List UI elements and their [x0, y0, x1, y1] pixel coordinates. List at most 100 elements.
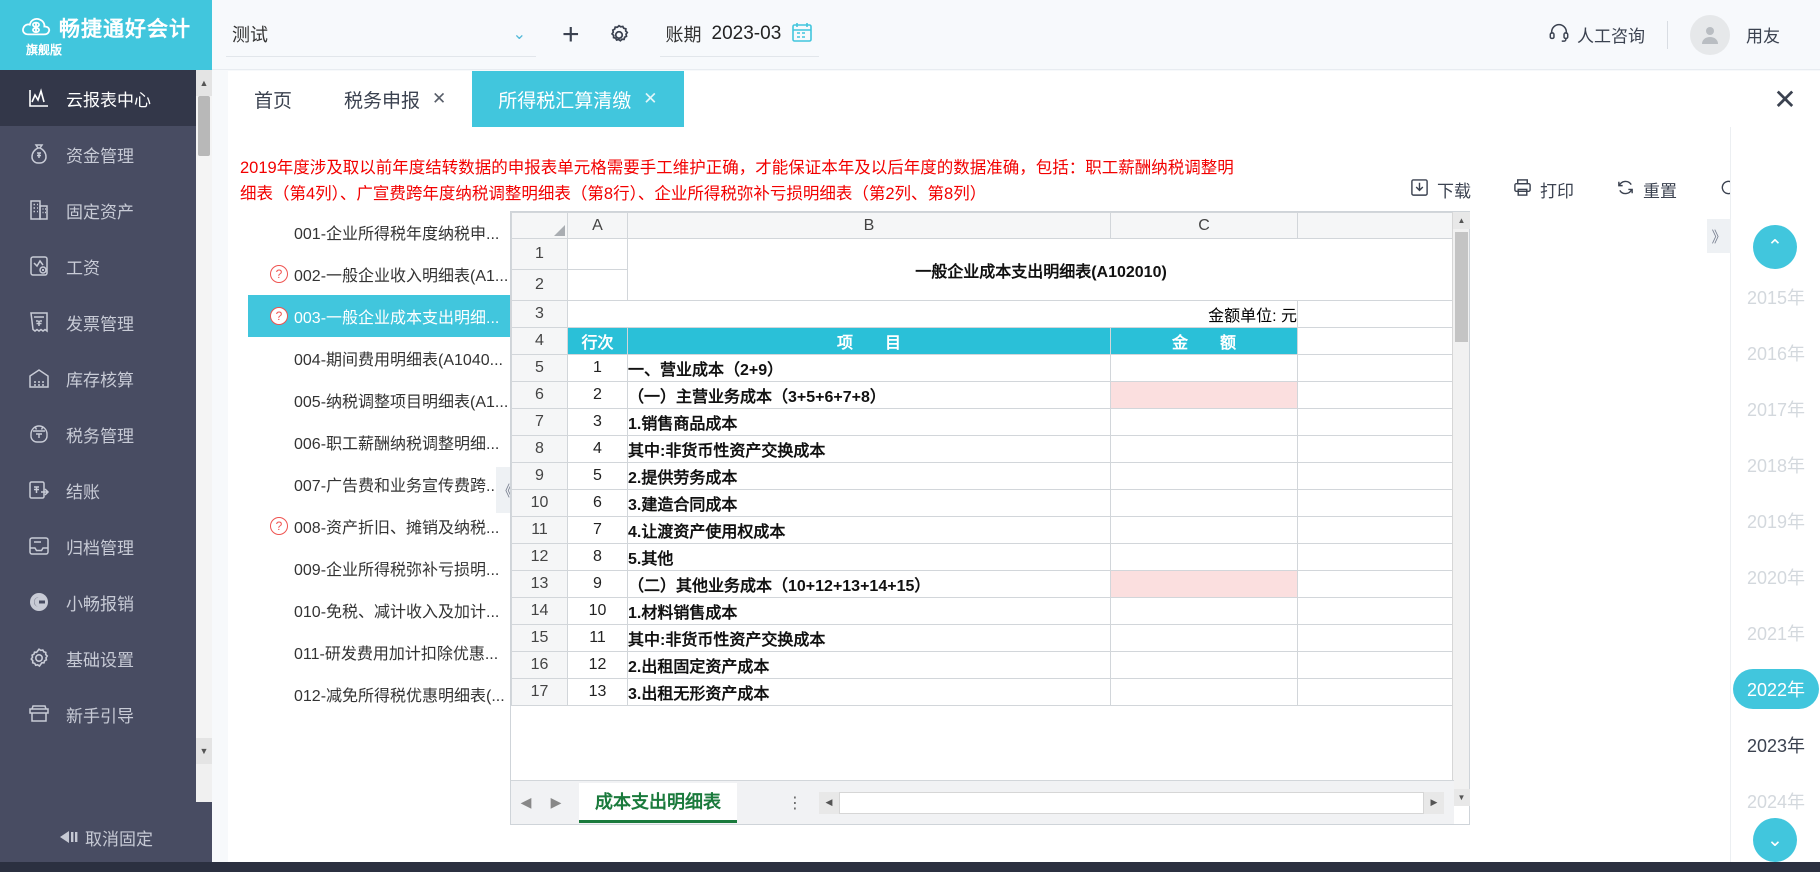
cell-row-no[interactable]: 10 — [567, 597, 628, 625]
brand-logo[interactable]: 畅捷通好会计 旗舰版 — [0, 0, 212, 70]
sidebar-item-4[interactable]: 工资 — [0, 238, 212, 294]
sidebar-item-5[interactable]: 发票管理 — [0, 294, 212, 350]
table-row[interactable]: 14 10 1.材料销售成本 — [511, 597, 1454, 625]
row-header[interactable]: 5 — [511, 354, 568, 382]
sheet-title-cell[interactable]: 一般企业成本支出明细表(A102010) — [627, 238, 1454, 301]
sidebar-item-6[interactable]: 库存核算 — [0, 350, 212, 406]
year-item-2020年[interactable]: 2020年 — [1731, 557, 1820, 597]
cell-amount[interactable] — [1110, 462, 1298, 490]
spreadsheet-grid[interactable]: A B C 1 一般企业成本支出明细表(A102010) 2 3 金额单位: 元 4 行次项… — [511, 212, 1454, 806]
row-header[interactable]: 17 — [511, 678, 568, 706]
tab-1[interactable]: 首页 — [228, 71, 318, 127]
cell-row-no[interactable]: 11 — [567, 624, 628, 652]
table-row[interactable]: 1 一般企业成本支出明细表(A102010) — [511, 238, 1454, 301]
year-item-2018年[interactable]: 2018年 — [1731, 445, 1820, 485]
year-item-2016年[interactable]: 2016年 — [1731, 333, 1820, 373]
sidebar-item-1[interactable]: 云报表中心 — [0, 70, 212, 126]
cell-row-no[interactable]: 7 — [567, 516, 628, 544]
cell-a[interactable] — [567, 238, 628, 270]
row-header[interactable]: 10 — [511, 489, 568, 517]
row-header[interactable]: 4 — [511, 327, 568, 355]
cell-row-no[interactable]: 4 — [567, 435, 628, 463]
cell-amount[interactable] — [1110, 516, 1298, 544]
table-row[interactable]: 6 2 （一）主营业务成本（3+5+6+7+8） — [511, 381, 1454, 409]
vertical-scroll-thumb[interactable] — [1455, 232, 1468, 342]
report-list-item-8[interactable]: ? 008-资产折旧、摊销及纳税... — [248, 505, 516, 547]
year-item-2019年[interactable]: 2019年 — [1731, 501, 1820, 541]
row-header[interactable]: 13 — [511, 570, 568, 598]
header-cell-amount[interactable]: 金 额 — [1110, 327, 1298, 355]
unit-cell[interactable]: 金额单位: 元 — [1110, 300, 1298, 328]
cell-amount[interactable] — [1110, 678, 1298, 706]
support-button[interactable]: 人工咨询 — [1548, 21, 1645, 48]
cell-item[interactable]: 其中:非货币性资产交换成本 — [627, 624, 1111, 652]
cell-amount[interactable] — [1110, 597, 1298, 625]
next-sheet-icon[interactable]: ▶ — [550, 794, 562, 810]
row-header[interactable]: 12 — [511, 543, 568, 571]
report-list-item-2[interactable]: ? 002-一般企业收入明细表(A1... — [248, 253, 516, 295]
report-list-item-6[interactable]: 006-职工薪酬纳税调整明细... — [248, 421, 516, 463]
cell-b[interactable] — [627, 300, 1111, 328]
sheet-tab-active[interactable]: 成本支出明细表 — [579, 782, 737, 823]
hscroll-track[interactable] — [839, 791, 1424, 814]
table-row[interactable]: 5 1 一、营业成本（2+9） — [511, 354, 1454, 382]
cell-amount[interactable] — [1110, 624, 1298, 652]
avatar[interactable] — [1690, 14, 1730, 55]
sidebar-scroll-up-icon[interactable]: ▲ — [196, 70, 212, 96]
select-all-corner[interactable] — [511, 212, 568, 239]
reset-button[interactable]: 重置 — [1616, 177, 1677, 202]
cell-row-no[interactable]: 2 — [567, 381, 628, 409]
cell-amount[interactable] — [1110, 570, 1298, 598]
cell-item[interactable]: 2.出租固定资产成本 — [627, 651, 1111, 679]
cell-amount[interactable] — [1110, 543, 1298, 571]
report-list-item-5[interactable]: 005-纳税调整项目明细表(A1... — [248, 379, 516, 421]
cell-row-no[interactable]: 9 — [567, 570, 628, 598]
cell-item[interactable]: 4.让渡资产使用权成本 — [627, 516, 1111, 544]
sheet-menu-icon[interactable]: ⋮ — [787, 794, 803, 812]
settings-gear-button[interactable] — [606, 22, 632, 48]
cell-amount[interactable] — [1110, 651, 1298, 679]
cell-amount[interactable] — [1110, 435, 1298, 463]
sidebar-item-2[interactable]: 资金管理 — [0, 126, 212, 182]
year-item-2021年[interactable]: 2021年 — [1731, 613, 1820, 653]
row-header[interactable]: 15 — [511, 624, 568, 652]
cell-a[interactable] — [567, 269, 628, 301]
close-all-tabs-button[interactable]: ✕ — [1773, 83, 1797, 115]
table-row[interactable]: 4 行次项 目金 额 — [511, 327, 1454, 355]
cell-row-no[interactable]: 12 — [567, 651, 628, 679]
column-header-a[interactable]: A — [567, 212, 628, 239]
spreadsheet-vertical-scrollbar[interactable]: ▲ ▼ — [1452, 212, 1470, 806]
sidebar-scroll-track[interactable] — [196, 96, 212, 738]
year-item-2024年[interactable]: 2024年 — [1731, 781, 1820, 821]
add-button[interactable]: + — [562, 17, 580, 51]
cell-row-no[interactable]: 5 — [567, 462, 628, 490]
tab-close-icon[interactable]: ✕ — [432, 89, 447, 108]
question-mark-icon[interactable]: ? — [270, 265, 288, 283]
row-header[interactable]: 9 — [511, 462, 568, 490]
table-row[interactable]: 15 11 其中:非货币性资产交换成本 — [511, 624, 1454, 652]
username-label[interactable]: 用友 — [1746, 27, 1780, 46]
year-item-2023年[interactable]: 2023年 — [1731, 725, 1820, 765]
row-header[interactable]: 3 — [511, 300, 568, 328]
table-row[interactable]: 2 — [511, 269, 1455, 301]
report-list-item-10[interactable]: 010-免税、减计收入及加计... — [248, 589, 516, 631]
sidebar-item-9[interactable]: 归档管理 — [0, 518, 212, 574]
sidebar-item-12[interactable]: 新手引导 — [0, 686, 212, 742]
table-row[interactable]: 17 13 3.出租无形资产成本 — [511, 678, 1454, 706]
cell-row-no[interactable]: 8 — [567, 543, 628, 571]
column-header-c[interactable]: C — [1110, 212, 1298, 239]
cell-row-no[interactable]: 13 — [567, 678, 628, 706]
period-selector[interactable]: 账期 2023-03 — [659, 13, 820, 57]
calendar-icon[interactable] — [791, 21, 813, 48]
year-scroll-down-button[interactable]: ⌄ — [1753, 818, 1797, 862]
table-row[interactable]: 8 4 其中:非货币性资产交换成本 — [511, 435, 1454, 463]
row-header[interactable]: 7 — [511, 408, 568, 436]
tab-2[interactable]: 税务申报 ✕ — [318, 71, 472, 127]
collapse-report-list-button[interactable]: 《 — [496, 467, 514, 513]
download-button[interactable]: 下载 — [1410, 177, 1471, 202]
table-row[interactable]: 7 3 1.销售商品成本 — [511, 408, 1454, 436]
cell-item[interactable]: 1.销售商品成本 — [627, 408, 1111, 436]
question-mark-icon[interactable]: ? — [270, 307, 288, 325]
report-list-item-7[interactable]: 007-广告费和业务宣传费跨... — [248, 463, 516, 505]
print-button[interactable]: 打印 — [1513, 177, 1574, 202]
